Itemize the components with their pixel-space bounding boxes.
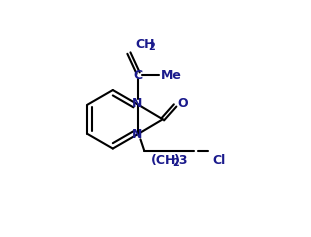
- Text: 2: 2: [148, 42, 155, 52]
- Text: O: O: [178, 97, 188, 110]
- Text: 2: 2: [172, 158, 179, 168]
- Text: )3: )3: [174, 154, 189, 167]
- Text: N: N: [132, 97, 142, 110]
- Text: Me: Me: [161, 69, 182, 82]
- Text: Cl: Cl: [212, 154, 225, 167]
- Text: (CH: (CH: [151, 154, 176, 167]
- Text: C: C: [134, 69, 143, 82]
- Text: CH: CH: [135, 38, 155, 51]
- Text: N: N: [132, 128, 142, 141]
